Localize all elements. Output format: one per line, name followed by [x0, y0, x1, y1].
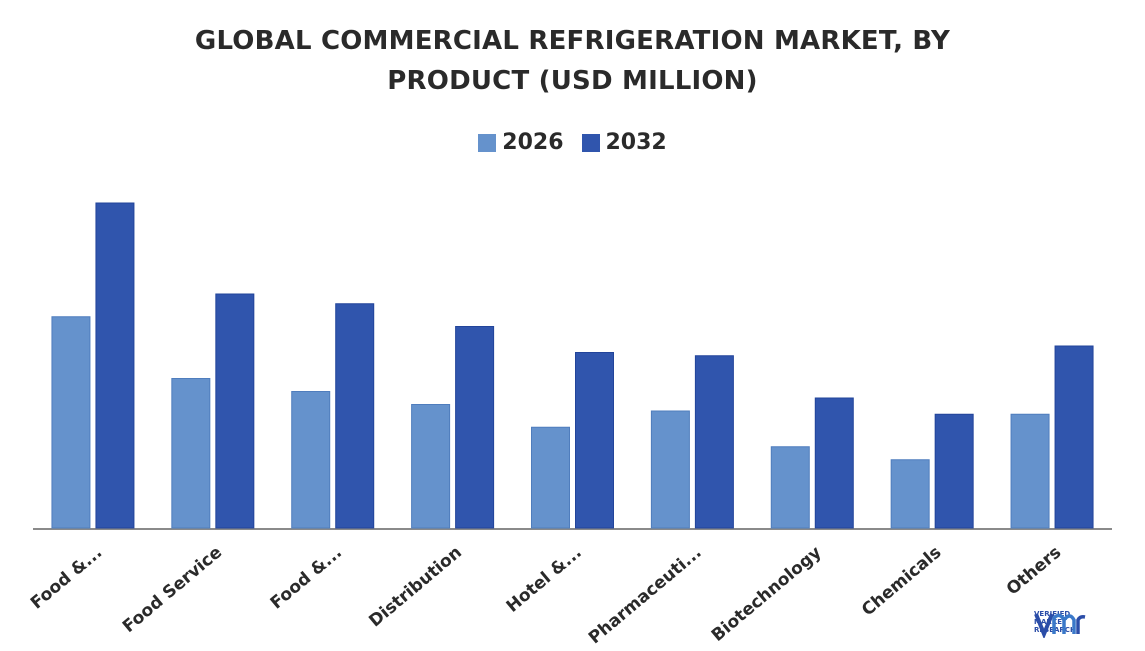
x-tick-label-4: Distribution	[365, 543, 465, 632]
chart-title-line-1: GLOBAL COMMERCIAL REFRIGERATION MARKET, …	[194, 26, 951, 56]
bar-2026-7	[770, 446, 810, 529]
x-tick-label-1: Food &...	[27, 543, 106, 614]
vmr-logo-icon	[1034, 613, 1086, 638]
legend-label-2032: 2032	[605, 130, 667, 155]
bar-2026-5	[531, 426, 570, 529]
legend-item-2032: 2032	[581, 130, 667, 155]
bar-2026-6	[650, 410, 690, 529]
bar-2032-8	[934, 413, 974, 529]
bar-2032-3	[335, 303, 375, 529]
bar-2026-1	[51, 316, 91, 529]
x-tick-label-6: Pharmaceuti...	[585, 543, 706, 649]
legend-swatch-2032	[581, 133, 600, 152]
brand-logo: VERIFIED MARKET RESEARCH	[1034, 610, 1086, 638]
bar-2026-4	[411, 404, 451, 529]
logo-text-verified: VERIFIED	[1034, 610, 1071, 618]
x-tick-label-2: Food Service	[119, 543, 226, 637]
bar-2032-2	[215, 293, 255, 529]
chart-legend: 2026 2032	[0, 130, 1145, 155]
bar-2026-8	[890, 459, 930, 529]
x-tick-label-5: Hotel &...	[503, 543, 586, 617]
bar-2032-7	[814, 397, 854, 529]
bar-2032-9	[1054, 345, 1094, 529]
bar-2032-5	[575, 352, 614, 529]
bar-2026-9	[1010, 413, 1050, 529]
legend-item-2026: 2026	[478, 130, 564, 155]
bar-2032-6	[694, 355, 734, 529]
legend-label-2026: 2026	[502, 130, 564, 155]
x-tick-label-7: Biotechnology	[708, 543, 826, 646]
x-tick-label-8: Chemicals	[858, 543, 945, 621]
x-tick-label-3: Food &...	[267, 543, 346, 614]
chart-title-line-2: PRODUCT (USD MILLION)	[387, 66, 758, 96]
bar-2026-2	[171, 378, 211, 529]
x-tick-label-9: Others	[1003, 543, 1065, 600]
bar-2026-3	[291, 391, 331, 529]
legend-swatch-2026	[478, 133, 497, 152]
bar-2032-1	[95, 202, 135, 529]
bar-2032-4	[455, 326, 495, 529]
